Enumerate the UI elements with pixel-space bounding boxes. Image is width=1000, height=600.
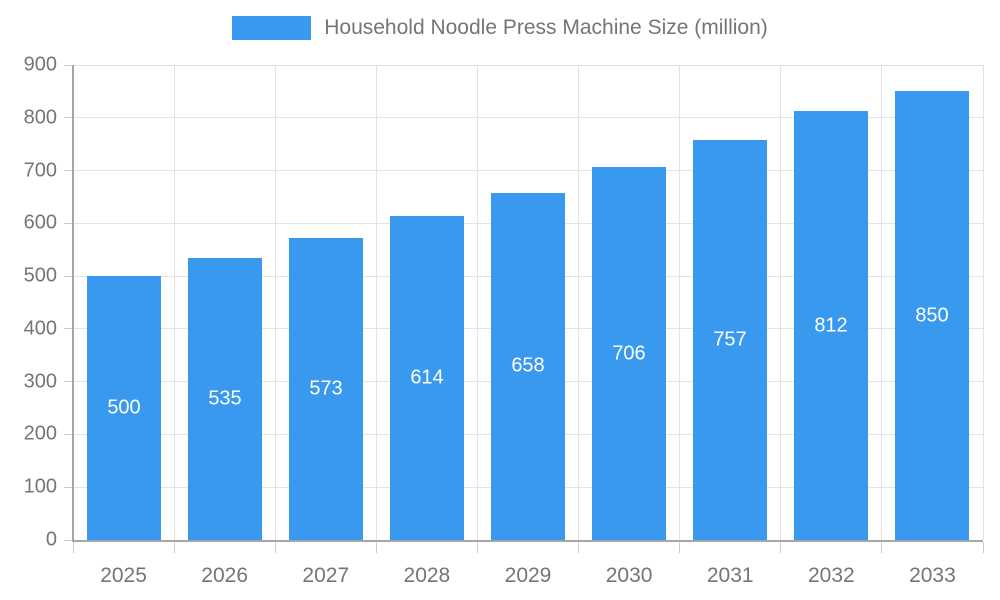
y-axis-label: 300 — [23, 370, 57, 393]
y-axis-label: 900 — [23, 53, 57, 76]
y-axis-tick — [64, 433, 73, 435]
x-axis-label-2027: 2027 — [302, 564, 350, 587]
bar-value-label: 850 — [915, 304, 949, 327]
y-axis-tick — [64, 539, 73, 541]
gridline-vertical — [274, 65, 276, 540]
y-axis-label: 0 — [45, 528, 57, 551]
x-axis-label-2025: 2025 — [100, 564, 147, 587]
bar-2029[interactable]: 658 — [491, 192, 565, 540]
x-axis-tick — [578, 542, 580, 553]
x-axis-label-2029: 2029 — [504, 564, 552, 587]
bar-2032[interactable]: 812 — [794, 111, 868, 540]
x-axis-label-2032: 2032 — [807, 564, 855, 587]
gridline-horizontal — [73, 64, 983, 66]
legend-swatch — [232, 16, 312, 40]
gridline-vertical — [173, 65, 175, 540]
y-axis-tick — [64, 275, 73, 277]
x-axis-label-2031: 2031 — [706, 564, 754, 587]
y-axis-tick — [64, 328, 73, 330]
gridline-vertical — [375, 65, 377, 540]
bar-2028[interactable]: 614 — [390, 215, 464, 540]
x-axis-tick — [375, 542, 377, 553]
bar-value-label: 614 — [410, 366, 444, 389]
bar-value-label: 500 — [107, 396, 141, 419]
x-axis-tick — [881, 542, 883, 553]
x-axis-tick — [982, 542, 984, 553]
gridline-vertical — [780, 65, 782, 540]
y-axis-line — [72, 65, 74, 542]
x-axis-tick — [274, 542, 276, 553]
y-axis-tick — [64, 381, 73, 383]
x-axis-tick — [476, 542, 478, 553]
gridline-vertical — [881, 65, 883, 540]
gridline-vertical — [476, 65, 478, 540]
bar-value-label: 706 — [612, 342, 646, 365]
gridline-horizontal — [73, 117, 983, 119]
gridline-vertical — [982, 65, 984, 540]
bar-2025[interactable]: 500 — [87, 276, 161, 540]
gridline-vertical — [679, 65, 681, 540]
y-axis-label: 800 — [23, 106, 57, 129]
gridline-vertical — [578, 65, 580, 540]
bar-value-label: 757 — [713, 328, 747, 351]
y-axis-label: 100 — [23, 475, 57, 498]
x-axis-tick — [72, 542, 74, 553]
bar-value-label: 658 — [511, 354, 545, 377]
x-axis-tick — [173, 542, 175, 553]
y-axis-label: 700 — [23, 159, 57, 182]
bar-value-label: 573 — [309, 377, 343, 400]
y-axis-label: 400 — [23, 317, 57, 340]
legend[interactable]: Household Noodle Press Machine Size (mil… — [0, 16, 1000, 40]
x-axis-label-2026: 2026 — [201, 564, 249, 587]
bar-2027[interactable]: 573 — [289, 237, 363, 540]
y-axis-tick — [64, 64, 73, 66]
bar-2033[interactable]: 850 — [895, 91, 969, 540]
x-axis-line — [72, 540, 983, 542]
bar-value-label: 812 — [814, 314, 848, 337]
y-axis-tick — [64, 170, 73, 172]
x-axis-label-2028: 2028 — [403, 564, 451, 587]
y-axis-label: 600 — [23, 211, 57, 234]
legend-title: Household Noodle Press Machine Size (mil… — [324, 16, 768, 39]
x-axis-tick — [679, 542, 681, 553]
y-axis-tick — [64, 117, 73, 119]
gridline-horizontal — [73, 170, 983, 172]
bar-value-label: 535 — [208, 387, 242, 410]
bar-2026[interactable]: 535 — [188, 257, 262, 540]
y-axis-label: 500 — [23, 264, 57, 287]
x-axis-label-2033: 2033 — [909, 564, 956, 587]
y-axis-label: 200 — [23, 422, 57, 445]
x-axis-tick — [780, 542, 782, 553]
y-axis-tick — [64, 222, 73, 224]
x-axis-label-2030: 2030 — [605, 564, 653, 587]
y-axis-tick — [64, 486, 73, 488]
bar-2031[interactable]: 757 — [693, 140, 767, 540]
bar-2030[interactable]: 706 — [592, 167, 666, 540]
